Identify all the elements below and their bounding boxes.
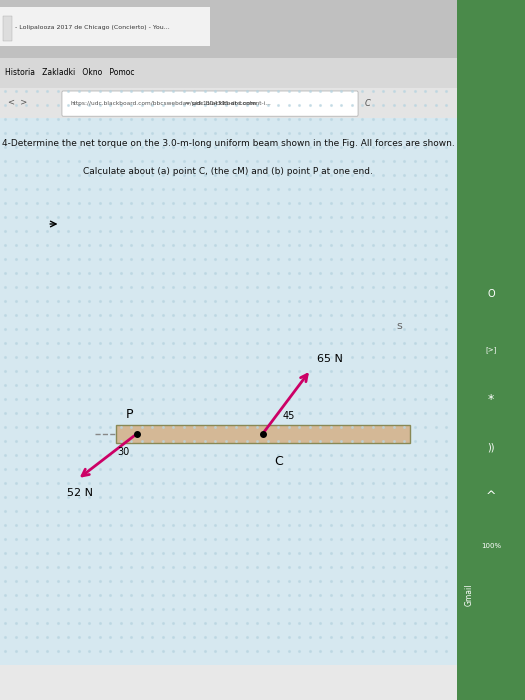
Text: 4-Determine the net torque on the 3.0-m-long uniform beam shown in the Fig. All : 4-Determine the net torque on the 3.0-m-… [2,139,455,148]
Text: )): )) [487,443,495,453]
Text: ^: ^ [486,491,496,503]
Text: O: O [487,289,495,299]
Text: *: * [488,393,494,405]
FancyBboxPatch shape [0,0,457,60]
FancyBboxPatch shape [3,16,12,41]
Text: s: s [396,321,402,331]
Text: 65 N: 65 N [317,354,343,364]
Text: 100%: 100% [481,543,501,549]
Text: = udc.blackboard.com: = udc.blackboard.com [185,101,256,106]
Text: <  >: < > [8,99,27,107]
Text: [>]: [>] [485,346,497,354]
Text: - Lolipalooza 2017 de Chicago (Concierto) - You...: - Lolipalooza 2017 de Chicago (Concierto… [15,25,170,31]
Text: https://udc.blackboard.com/bbcswebdav/pid-1114395-dt-content-i...: https://udc.blackboard.com/bbcswebdav/pi… [71,101,272,106]
Text: Gmail: Gmail [465,584,474,606]
FancyBboxPatch shape [0,88,457,118]
Text: C: C [364,99,371,108]
FancyBboxPatch shape [457,0,525,700]
Text: 45: 45 [282,412,295,421]
Text: 52 N: 52 N [67,488,93,498]
FancyBboxPatch shape [62,91,358,116]
FancyBboxPatch shape [0,7,210,46]
Text: 30: 30 [117,447,130,456]
Text: Calculate about (a) point C, (the cM) and (b) point P at one end.: Calculate about (a) point C, (the cM) an… [83,167,373,176]
Text: Historia   Zakladki   Okno   Pomoc: Historia Zakladki Okno Pomoc [5,69,135,77]
FancyBboxPatch shape [0,77,457,665]
FancyBboxPatch shape [0,58,457,88]
Text: C: C [274,455,282,468]
Text: P: P [126,408,133,421]
FancyBboxPatch shape [116,425,410,443]
